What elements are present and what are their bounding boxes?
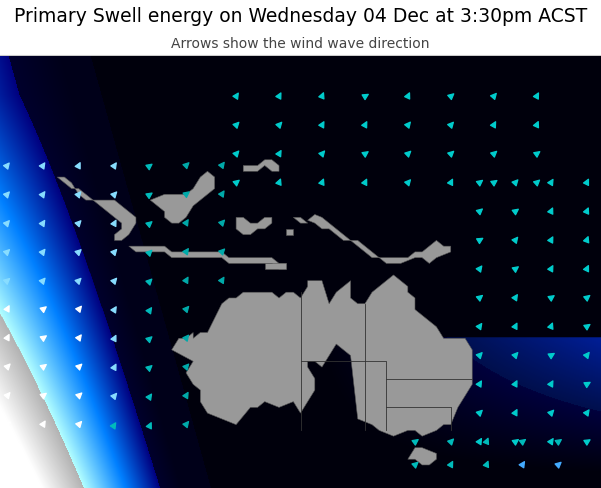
Text: Primary Swell energy on Wednesday 04 Dec at 3:30pm ACST: Primary Swell energy on Wednesday 04 Dec… <box>14 7 587 26</box>
Text: Arrows show the wind wave direction: Arrows show the wind wave direction <box>171 37 430 51</box>
Polygon shape <box>293 217 308 223</box>
Polygon shape <box>150 171 215 223</box>
Polygon shape <box>57 177 136 241</box>
Polygon shape <box>408 447 436 465</box>
Polygon shape <box>236 217 272 235</box>
Polygon shape <box>172 275 472 436</box>
Polygon shape <box>308 215 451 264</box>
Polygon shape <box>243 160 279 171</box>
Polygon shape <box>264 264 286 269</box>
Polygon shape <box>129 246 286 269</box>
Polygon shape <box>286 229 293 235</box>
